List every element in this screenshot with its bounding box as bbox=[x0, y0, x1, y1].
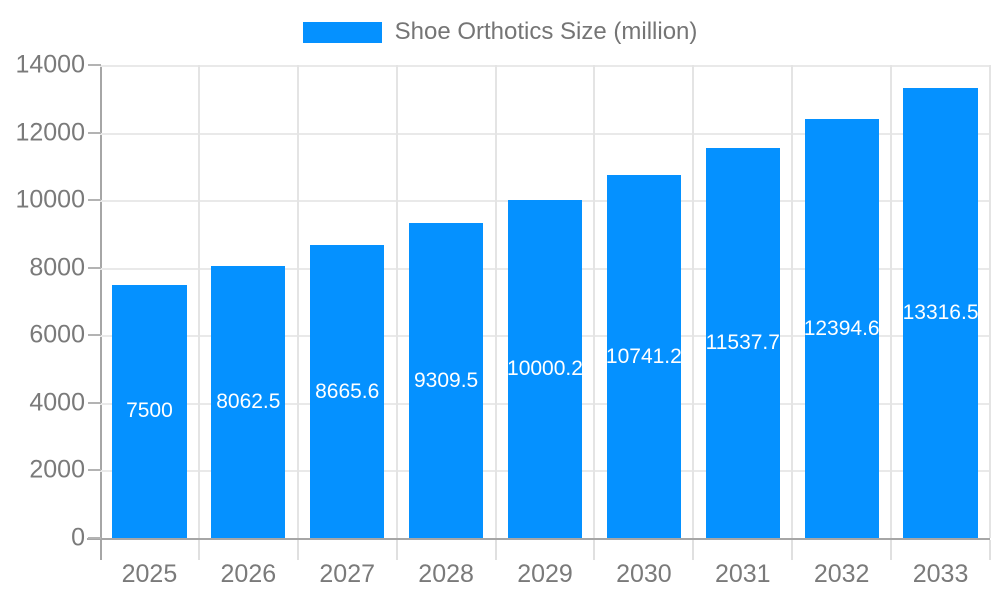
y-axis-tick bbox=[88, 401, 101, 404]
x-axis-tick bbox=[593, 540, 596, 560]
vertical-gridline bbox=[593, 65, 596, 538]
legend-label: Shoe Orthotics Size (million) bbox=[394, 18, 698, 45]
x-axis-tick-label: 2031 bbox=[714, 560, 771, 588]
vertical-gridline bbox=[692, 65, 695, 538]
horizontal-gridline bbox=[100, 132, 990, 135]
plot-area: 7500 8062.5 8665.6 9309.5 10000.2 10741.2 1153… bbox=[100, 65, 991, 538]
x-axis-tick bbox=[296, 540, 299, 560]
y-axis-tick bbox=[88, 64, 101, 66]
x-axis-tick-label: 2030 bbox=[616, 560, 672, 588]
vertical-gridline bbox=[197, 65, 200, 538]
x-axis-tick-label: 2027 bbox=[319, 560, 376, 588]
x-axis-tick-label: 2025 bbox=[121, 560, 178, 588]
x-axis-line bbox=[87, 538, 990, 540]
y-axis-tick-label: 6000 bbox=[29, 320, 85, 349]
bar-value-label: 8665.6 bbox=[315, 379, 380, 403]
chart-legend[interactable]: Shoe Orthotics Size (million) bbox=[0, 18, 1000, 46]
x-axis-tick bbox=[890, 540, 893, 560]
x-axis-tick bbox=[395, 540, 398, 560]
y-axis-tick-label: 10000 bbox=[15, 185, 85, 214]
bar-value-label: 8062.5 bbox=[216, 389, 281, 413]
bar-2028[interactable]: 9309.5 bbox=[409, 223, 484, 538]
vertical-gridline bbox=[296, 65, 299, 538]
x-axis-tick bbox=[692, 540, 695, 560]
x-axis-tick-label: 2026 bbox=[220, 560, 277, 588]
bar-value-label: 10741.2 bbox=[606, 344, 681, 368]
bar-2026[interactable]: 8062.5 bbox=[211, 265, 286, 538]
vertical-gridline bbox=[890, 65, 893, 538]
y-axis-tick-label: 12000 bbox=[15, 118, 85, 147]
y-axis-tick bbox=[88, 537, 101, 539]
bar-value-label: 7500 bbox=[126, 399, 173, 423]
bar-2027[interactable]: 8665.6 bbox=[310, 245, 385, 538]
bar-value-label: 10000.2 bbox=[507, 357, 583, 381]
bar-2032[interactable]: 12394.6 bbox=[804, 119, 879, 538]
legend-swatch-icon bbox=[302, 21, 382, 43]
x-axis-tick-label: 2032 bbox=[813, 560, 870, 588]
bar-value-label: 12394.6 bbox=[804, 316, 879, 340]
x-axis-tick bbox=[197, 540, 200, 560]
horizontal-gridline bbox=[100, 65, 990, 67]
y-axis-tick bbox=[88, 131, 101, 134]
y-axis-line bbox=[100, 65, 102, 560]
vertical-gridline bbox=[989, 65, 991, 538]
x-axis-tick bbox=[989, 540, 991, 560]
x-axis-tick bbox=[494, 540, 497, 560]
y-axis-tick-label: 14000 bbox=[15, 50, 85, 79]
bar-2025[interactable]: 7500 bbox=[112, 284, 187, 538]
x-axis-tick-label: 2033 bbox=[912, 560, 969, 588]
vertical-gridline bbox=[395, 65, 398, 538]
y-axis-tick-label: 8000 bbox=[29, 253, 85, 282]
bar-value-label: 11537.7 bbox=[705, 331, 780, 355]
x-axis-tick-label: 2029 bbox=[517, 560, 573, 588]
vertical-gridline bbox=[791, 65, 794, 538]
y-axis-tick-label: 2000 bbox=[29, 455, 85, 484]
bar-2029[interactable]: 10000.2 bbox=[507, 200, 583, 538]
y-axis-tick bbox=[88, 199, 101, 202]
bar-2033[interactable]: 13316.5 bbox=[903, 88, 978, 538]
bar-value-label: 13316.5 bbox=[903, 301, 978, 325]
bar-2030[interactable]: 10741.2 bbox=[606, 175, 681, 538]
vertical-gridline bbox=[494, 65, 497, 538]
y-axis-tick bbox=[88, 266, 101, 269]
x-axis-tick-label: 2028 bbox=[418, 560, 474, 588]
y-axis-tick bbox=[88, 469, 101, 472]
y-axis-tick bbox=[88, 334, 101, 337]
x-axis-tick bbox=[791, 540, 794, 560]
bar-value-label: 9309.5 bbox=[413, 368, 479, 392]
y-axis-tick-label: 0 bbox=[71, 523, 85, 552]
bar-2031[interactable]: 11537.7 bbox=[705, 148, 780, 538]
y-axis-tick-label: 4000 bbox=[29, 388, 85, 417]
